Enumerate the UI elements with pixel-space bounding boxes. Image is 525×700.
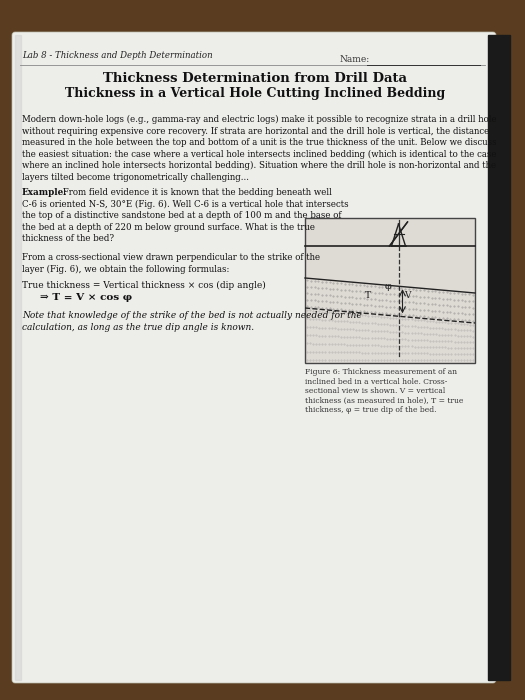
Text: inclined bed in a vertical hole. Cross-: inclined bed in a vertical hole. Cross- (305, 377, 447, 386)
Text: sectional view is shown. V = vertical: sectional view is shown. V = vertical (305, 387, 445, 395)
Text: Thickness Determination from Drill Data: Thickness Determination from Drill Data (103, 72, 407, 85)
Text: the easiest situation: the case where a vertical hole intersects inclined beddin: the easiest situation: the case where a … (22, 150, 497, 159)
Bar (15, 35, 21, 680)
Text: thickness, φ = true dip of the bed.: thickness, φ = true dip of the bed. (305, 406, 436, 414)
Text: Modern down-hole logs (e.g., gamma-ray and electric logs) make it possible to re: Modern down-hole logs (e.g., gamma-ray a… (22, 115, 497, 124)
Text: without requiring expensive core recovery. If strata are horizontal and the dril: without requiring expensive core recover… (22, 127, 489, 136)
Text: φ: φ (384, 282, 391, 291)
Text: True thickness = Vertical thickness × cos (dip angle): True thickness = Vertical thickness × co… (22, 281, 266, 290)
Text: Example:: Example: (22, 188, 68, 197)
Text: measured in the hole between the top and bottom of a unit is the true thickness : measured in the hole between the top and… (22, 138, 497, 147)
Text: C-6 is oriented N-S, 30°E (Fig. 6). Well C-6 is a vertical hole that intersects: C-6 is oriented N-S, 30°E (Fig. 6). Well… (22, 199, 349, 209)
Text: ⇒ T = V × cos φ: ⇒ T = V × cos φ (40, 293, 132, 302)
Text: From field evidence it is known that the bedding beneath well: From field evidence it is known that the… (60, 188, 332, 197)
Text: thickness (as measured in hole), T = true: thickness (as measured in hole), T = tru… (305, 396, 464, 405)
Text: where an inclined hole intersects horizontal bedding). Situation where the drill: where an inclined hole intersects horizo… (22, 161, 496, 170)
Text: layers tilted become trigonometrically challenging...: layers tilted become trigonometrically c… (22, 172, 249, 181)
Text: From a cross-sectional view drawn perpendicular to the strike of the: From a cross-sectional view drawn perpen… (22, 253, 320, 262)
Text: thickness of the bed?: thickness of the bed? (22, 234, 114, 243)
Text: Note that knowledge of the strike of the bed is not actually needed for the: Note that knowledge of the strike of the… (22, 312, 362, 321)
FancyBboxPatch shape (12, 32, 496, 683)
Text: Figure 6: Thickness measurement of an: Figure 6: Thickness measurement of an (305, 368, 457, 376)
Text: the top of a distinctive sandstone bed at a depth of 100 m and the base of: the top of a distinctive sandstone bed a… (22, 211, 341, 220)
Text: the bed at a depth of 220 m below ground surface. What is the true: the bed at a depth of 220 m below ground… (22, 223, 315, 232)
Text: layer (Fig. 6), we obtain the following formulas:: layer (Fig. 6), we obtain the following … (22, 265, 229, 274)
Bar (488, 35, 510, 680)
Text: Lab 8 - Thickness and Depth Determination: Lab 8 - Thickness and Depth Determinatio… (22, 51, 213, 60)
Text: V: V (404, 291, 411, 300)
Text: calculation, as long as the true dip angle is known.: calculation, as long as the true dip ang… (22, 323, 254, 332)
Bar (305, 218, 475, 363)
Text: Name:: Name: (340, 55, 370, 64)
Text: T: T (364, 291, 371, 300)
Text: Thickness in a Vertical Hole Cutting Inclined Bedding: Thickness in a Vertical Hole Cutting Inc… (65, 87, 445, 100)
